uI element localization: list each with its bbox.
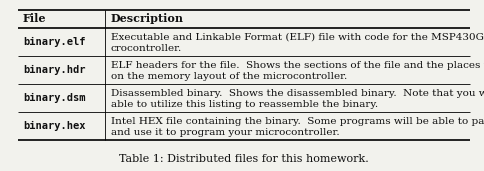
Text: binary.hdr: binary.hdr <box>23 65 85 75</box>
Text: Executable and Linkable Format (ELF) file with code for the MSP430G2553 mi-: Executable and Linkable Format (ELF) fil… <box>111 33 484 42</box>
Text: on the memory layout of the microcontroller.: on the memory layout of the microcontrol… <box>111 72 347 81</box>
Text: binary.elf: binary.elf <box>23 37 85 47</box>
Text: able to utilize this listing to reassemble the binary.: able to utilize this listing to reassemb… <box>111 100 378 109</box>
Text: Table 1: Distributed files for this homework.: Table 1: Distributed files for this home… <box>119 154 368 164</box>
Text: binary.hex: binary.hex <box>23 121 85 131</box>
Text: File: File <box>23 14 46 24</box>
Text: crocontroller.: crocontroller. <box>111 44 182 53</box>
Text: and use it to program your microcontroller.: and use it to program your microcontroll… <box>111 128 339 137</box>
Text: Description: Description <box>111 14 183 24</box>
Text: binary.dsm: binary.dsm <box>23 93 85 103</box>
Text: Intel HEX file containing the binary.  Some programs will be able to parse this : Intel HEX file containing the binary. So… <box>111 117 484 126</box>
Text: ELF headers for the file.  Shows the sections of the file and the places they oc: ELF headers for the file. Shows the sect… <box>111 61 484 70</box>
Text: Disassembled binary.  Shows the disassembled binary.  Note that you will not be: Disassembled binary. Shows the disassemb… <box>111 89 484 98</box>
